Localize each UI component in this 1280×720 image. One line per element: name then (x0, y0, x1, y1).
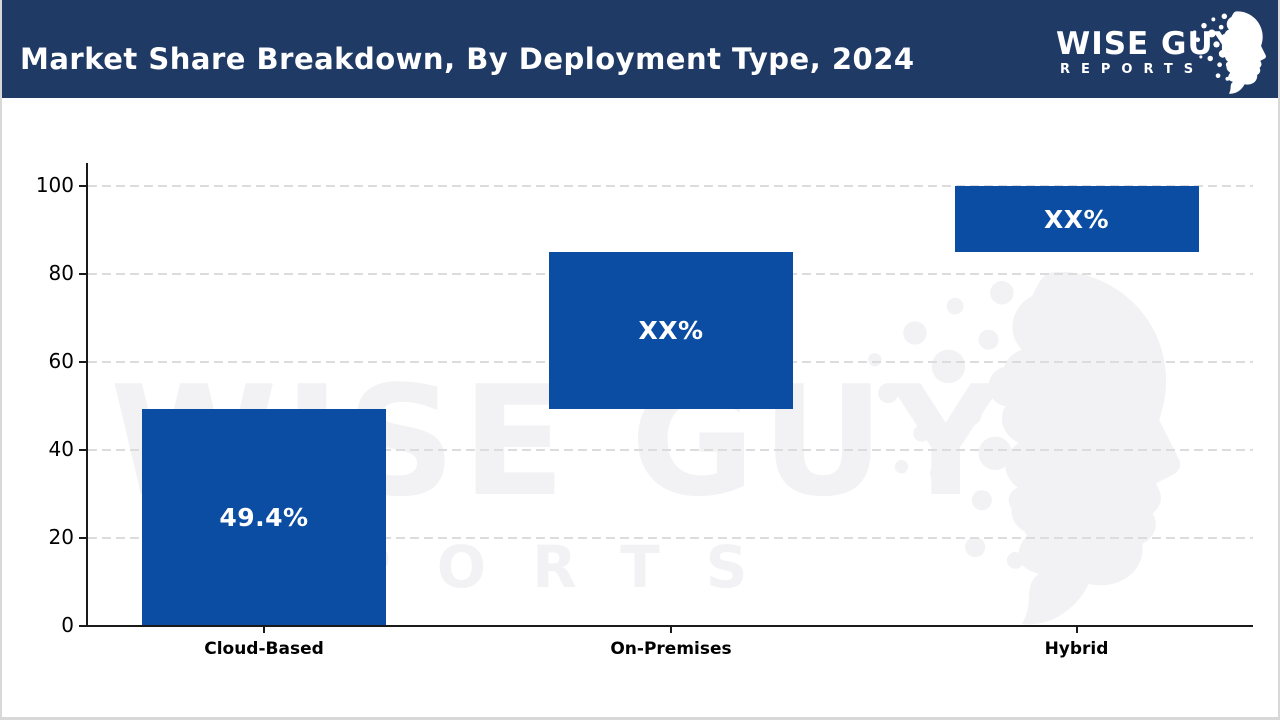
brand-head-icon (1188, 10, 1270, 96)
y-tick-label-60: 60 (48, 349, 74, 373)
x-tick-mark-1 (263, 627, 265, 633)
y-tick-label-20: 20 (48, 525, 74, 549)
gridline-100 (88, 185, 1253, 187)
y-tick-mark-0 (79, 625, 86, 627)
x-tick-mark-2 (670, 627, 672, 633)
y-tick-mark-80 (79, 273, 86, 275)
bar-value-label: XX% (638, 315, 704, 345)
chart-area: WISE GUY REPORTS 49.4% XX% XX% 0 20 40 60 80 10… (0, 98, 1280, 720)
y-tick-label-40: 40 (48, 437, 74, 461)
y-tick-label-80: 80 (48, 261, 74, 285)
chart-title: Market Share Breakdown, By Deployment Ty… (20, 42, 915, 76)
gridline-40 (88, 449, 1253, 451)
y-tick-label-100: 100 (35, 173, 74, 197)
bar-value-label: XX% (1043, 204, 1110, 234)
brand-logo: WISE GUY REPORTS (1020, 6, 1270, 96)
bar-on-premises: XX% (549, 252, 793, 409)
y-tick-mark-20 (79, 537, 86, 539)
x-category-label-hybrid: Hybrid (1044, 639, 1109, 659)
bar-value-label: 49.4% (219, 502, 309, 532)
brand-wordmark: WISE GUY (1056, 26, 1238, 62)
x-axis (86, 625, 1253, 627)
y-tick-mark-60 (79, 361, 86, 363)
y-tick-label-0: 0 (61, 613, 74, 637)
bar-cloud-based: 49.4% (142, 408, 386, 626)
bar-hybrid: XX% (954, 186, 1199, 252)
x-tick-mark-3 (1075, 627, 1078, 633)
gridline-20 (88, 537, 1253, 539)
x-category-label-on-premises: On-Premises (610, 639, 732, 659)
brand-subtitle: REPORTS (1060, 62, 1205, 77)
header-bar: Market Share Breakdown, By Deployment Ty… (0, 0, 1280, 98)
y-axis (86, 163, 88, 627)
x-category-label-cloud-based: Cloud-Based (204, 639, 324, 659)
y-tick-mark-100 (79, 185, 86, 187)
y-tick-mark-40 (79, 449, 86, 451)
